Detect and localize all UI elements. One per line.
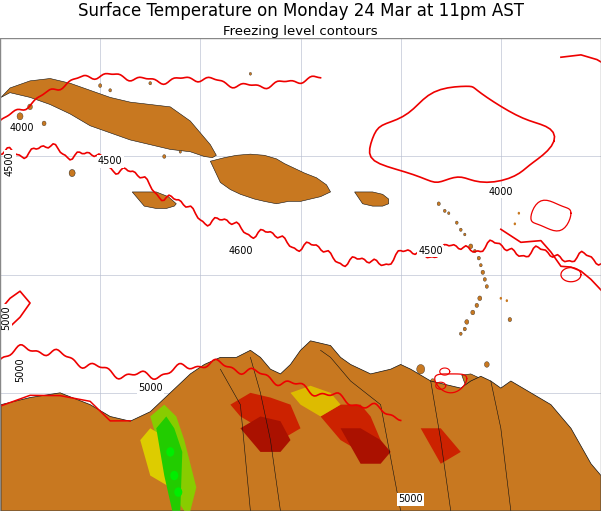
Text: 5000: 5000 xyxy=(138,383,162,393)
Circle shape xyxy=(465,319,469,324)
Circle shape xyxy=(471,310,475,315)
Circle shape xyxy=(448,212,450,215)
Circle shape xyxy=(474,249,476,252)
Polygon shape xyxy=(355,192,389,206)
Circle shape xyxy=(437,202,441,205)
Text: 4600: 4600 xyxy=(228,246,252,256)
Polygon shape xyxy=(341,428,391,464)
Circle shape xyxy=(444,209,446,213)
Circle shape xyxy=(469,244,473,249)
Circle shape xyxy=(17,113,23,120)
Polygon shape xyxy=(462,374,487,395)
Circle shape xyxy=(456,221,458,224)
Circle shape xyxy=(514,222,516,225)
Text: 4500: 4500 xyxy=(418,246,443,256)
Circle shape xyxy=(179,150,182,153)
Polygon shape xyxy=(150,405,197,511)
Polygon shape xyxy=(320,405,380,452)
Circle shape xyxy=(42,121,46,126)
Circle shape xyxy=(170,471,178,480)
Circle shape xyxy=(149,82,151,85)
Circle shape xyxy=(463,233,466,236)
Circle shape xyxy=(477,256,480,260)
Circle shape xyxy=(163,155,166,158)
Text: 4000: 4000 xyxy=(10,123,34,133)
Circle shape xyxy=(459,332,462,335)
Polygon shape xyxy=(421,428,461,464)
Text: 4000: 4000 xyxy=(489,187,513,197)
Circle shape xyxy=(484,362,489,367)
Text: 4500: 4500 xyxy=(98,156,123,166)
Circle shape xyxy=(431,379,435,383)
Circle shape xyxy=(505,299,508,302)
Text: Surface Temperature on Monday 24 Mar at 11pm AST: Surface Temperature on Monday 24 Mar at … xyxy=(78,3,523,20)
Text: Freezing level contours: Freezing level contours xyxy=(223,25,378,38)
Circle shape xyxy=(480,264,482,267)
Polygon shape xyxy=(210,154,331,204)
Circle shape xyxy=(28,104,32,110)
Text: 4500: 4500 xyxy=(5,151,15,176)
Circle shape xyxy=(478,296,482,300)
Polygon shape xyxy=(1,79,216,158)
Circle shape xyxy=(416,364,425,374)
Polygon shape xyxy=(132,192,176,208)
Circle shape xyxy=(102,161,106,167)
Circle shape xyxy=(485,285,489,288)
Circle shape xyxy=(499,297,502,300)
Text: 5000: 5000 xyxy=(15,357,25,382)
Circle shape xyxy=(517,212,520,215)
Circle shape xyxy=(99,84,102,87)
Circle shape xyxy=(508,317,511,322)
Circle shape xyxy=(463,327,466,331)
Text: 5000: 5000 xyxy=(398,494,423,504)
Circle shape xyxy=(166,447,174,457)
Circle shape xyxy=(483,277,486,281)
Circle shape xyxy=(249,73,252,75)
Circle shape xyxy=(481,270,484,274)
Polygon shape xyxy=(230,393,300,440)
Circle shape xyxy=(69,170,75,177)
Polygon shape xyxy=(1,341,601,511)
Circle shape xyxy=(109,89,112,92)
Circle shape xyxy=(475,303,478,308)
Polygon shape xyxy=(156,416,182,511)
Text: 5000: 5000 xyxy=(1,305,11,330)
Polygon shape xyxy=(290,386,341,416)
Circle shape xyxy=(459,228,462,231)
Polygon shape xyxy=(240,416,290,452)
Circle shape xyxy=(174,487,182,497)
Polygon shape xyxy=(140,428,180,487)
